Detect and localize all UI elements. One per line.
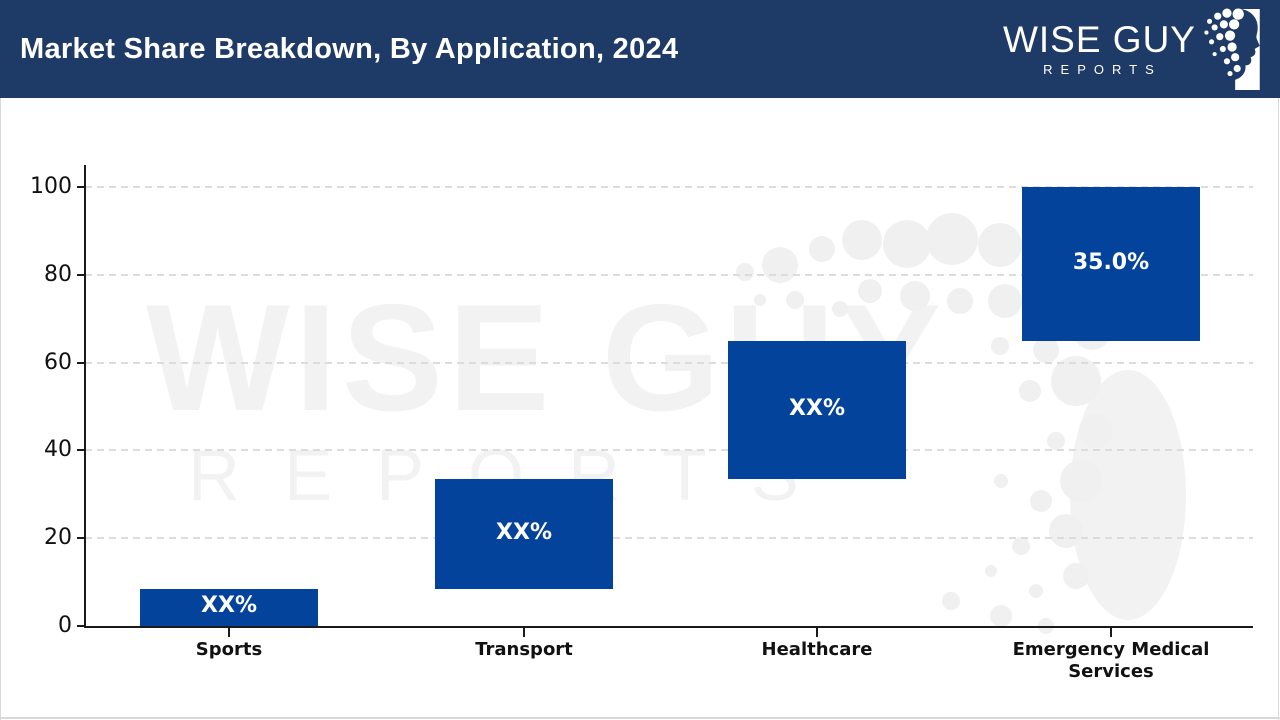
y-tick-label: 0 — [58, 613, 72, 638]
y-axis-tick — [77, 186, 85, 188]
y-tick-label: 100 — [30, 174, 72, 199]
bottom-edge-line — [0, 717, 1280, 719]
bar-transport: XX% — [435, 478, 613, 589]
bar-healthcare: XX% — [728, 340, 906, 479]
x-category-label: Emergency Medical Services — [1012, 639, 1210, 682]
bar-value-label: XX% — [789, 395, 845, 421]
logo-wordmark: WISE GUY — [1002, 19, 1196, 60]
y-axis-tick — [77, 273, 85, 276]
bar-sports: XX% — [140, 588, 318, 626]
y-tick-label: 80 — [44, 261, 72, 287]
x-axis-tick — [523, 628, 525, 637]
y-tick-label: 60 — [44, 349, 72, 375]
logo-reports-text: REPORTS — [1043, 62, 1162, 77]
wise-guy-face-icon — [1204, 8, 1260, 90]
x-category-label: Sports — [195, 639, 263, 660]
y-axis-line — [84, 165, 86, 628]
bar-value-label: XX% — [496, 519, 552, 545]
left-edge-line — [0, 98, 1, 720]
gridline-y-100 — [85, 186, 1253, 188]
y-axis-tick — [77, 361, 85, 364]
x-axis-line — [84, 626, 1253, 628]
gridline-y-80 — [85, 273, 1253, 276]
y-axis-tick — [77, 537, 85, 540]
y-axis-tick — [77, 449, 85, 452]
gridline-y-60 — [85, 361, 1253, 364]
x-axis-tick — [816, 628, 818, 637]
x-axis-tick — [1110, 628, 1112, 637]
x-category-label: Transport — [475, 639, 573, 660]
wise-guy-logo: WISE GUY REPORTS — [1003, 8, 1260, 90]
y-axis-tick — [77, 625, 85, 627]
y-tick-label: 20 — [44, 525, 72, 551]
y-tick-label: 40 — [44, 437, 72, 463]
bar-value-label: 35.0% — [1072, 249, 1150, 275]
bar-value-label: XX% — [201, 593, 257, 619]
gridline-y-20 — [85, 537, 1253, 540]
right-edge-line — [1278, 98, 1279, 720]
logo-text: WISE GUY REPORTS — [1003, 21, 1196, 77]
gridline-y-40 — [85, 449, 1253, 452]
x-category-label: Healthcare — [761, 639, 873, 660]
header-bar: Market Share Breakdown, By Application, … — [0, 0, 1280, 98]
page-title: Market Share Breakdown, By Application, … — [20, 32, 679, 65]
x-axis-tick — [228, 628, 230, 637]
bar-emergency medical: 35.0% — [1022, 187, 1200, 341]
